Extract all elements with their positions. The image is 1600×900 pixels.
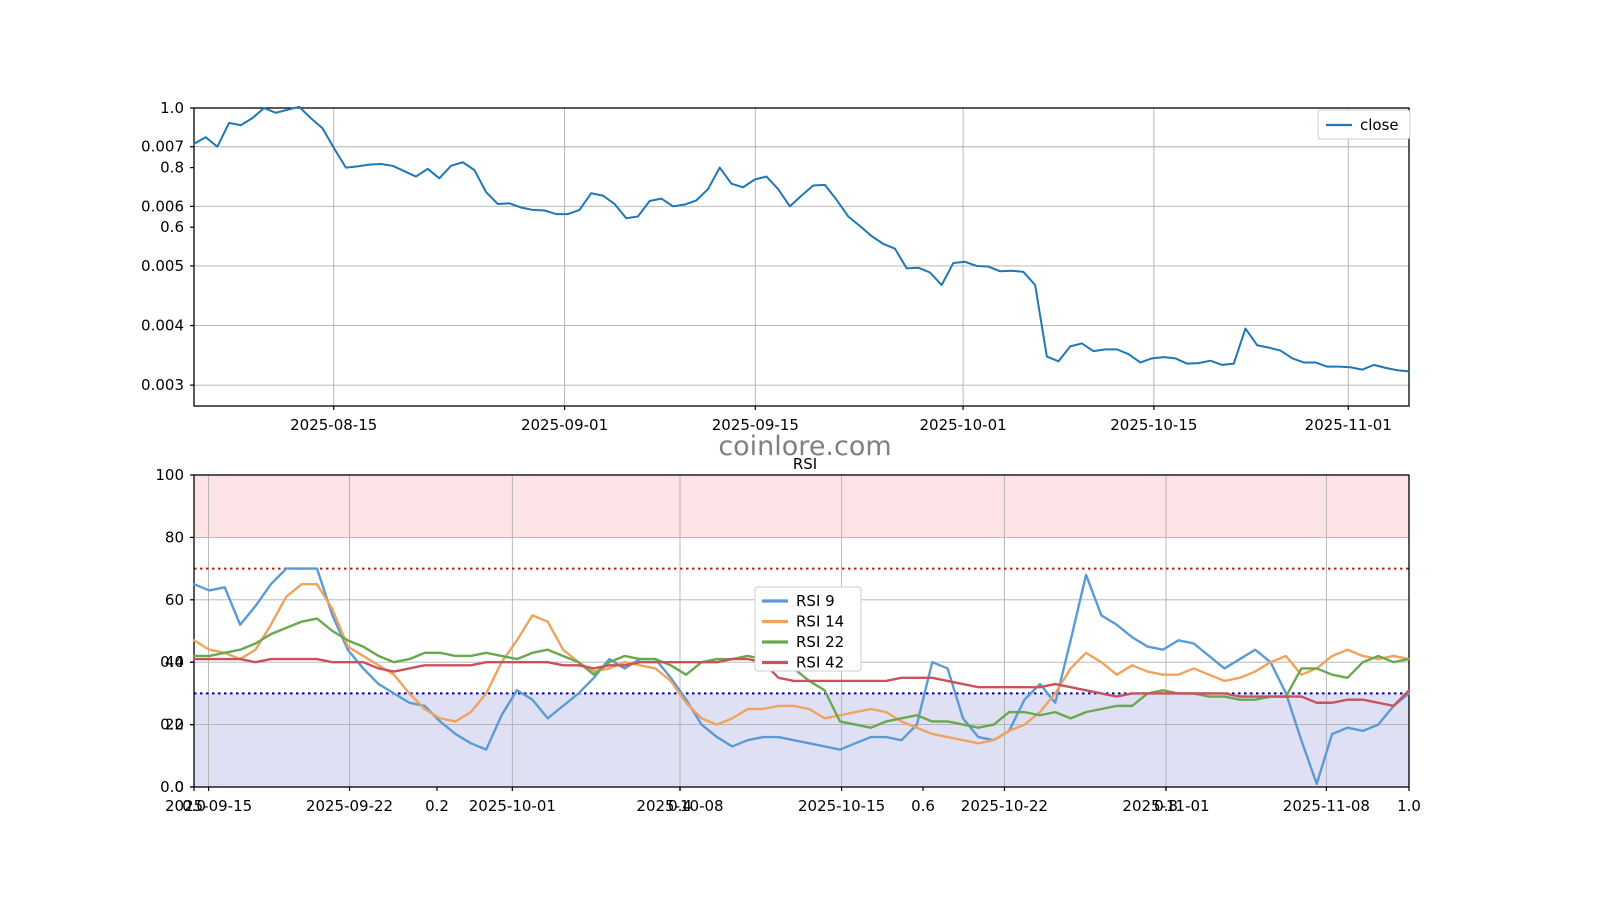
rsi-xtick-label: 2025-10-08 (636, 797, 723, 815)
rsi-xtick-label: 2025-11-01 (1122, 797, 1209, 815)
rsi-secondary-ytick-label: 0.4 (160, 653, 184, 671)
rsi-legend-label-0: RSI 9 (796, 592, 835, 610)
price-secondary-ytick-label: 1.0 (160, 99, 184, 117)
rsi-ytick-label: 80 (165, 528, 184, 546)
rsi-panel: 0 20 40 60 80 100 0.0 0.2 0.4 2025-09-15 2025-09-2… (155, 466, 1421, 815)
close-price-line (193, 105, 1410, 373)
rsi-secondary-xtick-label: 0.2 (425, 797, 449, 815)
rsi-secondary-ytick-label: 0.2 (160, 716, 184, 734)
price-ytick-label: 0.006 (141, 197, 184, 215)
price-panel: 0.003 0.004 0.005 0.006 0.007 0.6 0.8 1.0 2025-0… (141, 99, 1411, 434)
price-xtick-label: 2025-09-01 (521, 416, 608, 434)
rsi-secondary-xtick-label: 0.0 (182, 797, 206, 815)
rsi-xtick-label: 2025-10-01 (469, 797, 556, 815)
price-xtick-label: 2025-10-15 (1110, 416, 1197, 434)
rsi-ytick-label: 60 (165, 591, 184, 609)
rsi-ytick-label: 20 (165, 716, 184, 734)
price-xtick-label: 2025-08-15 (290, 416, 377, 434)
rsi-series-line-3 (192, 657, 1411, 708)
rsi-panel-border (193, 474, 1410, 788)
rsi-secondary-xtick-label: 0.6 (911, 797, 935, 815)
rsi-ytick-label: 40 (165, 653, 184, 671)
watermark-label: coinlore.com (718, 431, 891, 462)
rsi-legend-label-2: RSI 22 (796, 633, 844, 651)
rsi-secondary-ytick-label: 0.0 (160, 778, 184, 796)
rsi-series-line-0 (192, 567, 1411, 786)
rsi-ytick-label: 100 (155, 466, 184, 484)
oversold-band (194, 693, 1409, 787)
overbought-band (194, 475, 1409, 538)
rsi-legend-label-3: RSI 42 (796, 654, 844, 672)
rsi-legend-box[interactable] (754, 586, 862, 672)
price-ytick-label: 0.004 (141, 317, 184, 335)
rsi-xtick-label: 2025-10-15 (798, 797, 885, 815)
price-xtick-label: 2025-10-01 (920, 416, 1007, 434)
rsi-series-line-1 (192, 583, 1411, 745)
rsi-secondary-xtick-label: 1.0 (1397, 797, 1421, 815)
price-legend-label: close (1360, 116, 1399, 134)
rsi-xtick-label: 2025-10-22 (961, 797, 1048, 815)
price-ytick-label: 0.003 (141, 376, 184, 394)
rsi-legend-label-1: RSI 14 (796, 613, 844, 631)
rsi-xtick-label: 2025-09-22 (306, 797, 393, 815)
rsi-secondary-xtick-label: 0.4 (668, 797, 692, 815)
price-secondary-ytick-label: 0.6 (160, 218, 184, 236)
rsi-series-line-2 (192, 617, 1411, 729)
price-xtick-label: 2025-11-01 (1305, 416, 1392, 434)
price-xtick-label: 2025-09-15 (712, 416, 799, 434)
price-ytick-label: 0.007 (141, 138, 184, 156)
price-legend-box[interactable] (1317, 109, 1411, 140)
rsi-xtick-label: 2025-09-15 (165, 797, 252, 815)
rsi-secondary-xtick-label: 0.8 (1154, 797, 1178, 815)
rsi-ytick-label: 0 (174, 778, 184, 796)
rsi-title-label: RSI (793, 455, 817, 473)
price-panel-border (193, 107, 1410, 407)
rsi-xtick-label: 2025-11-08 (1283, 797, 1370, 815)
price-secondary-ytick-label: 0.8 (160, 159, 184, 177)
price-ytick-label: 0.005 (141, 257, 184, 275)
